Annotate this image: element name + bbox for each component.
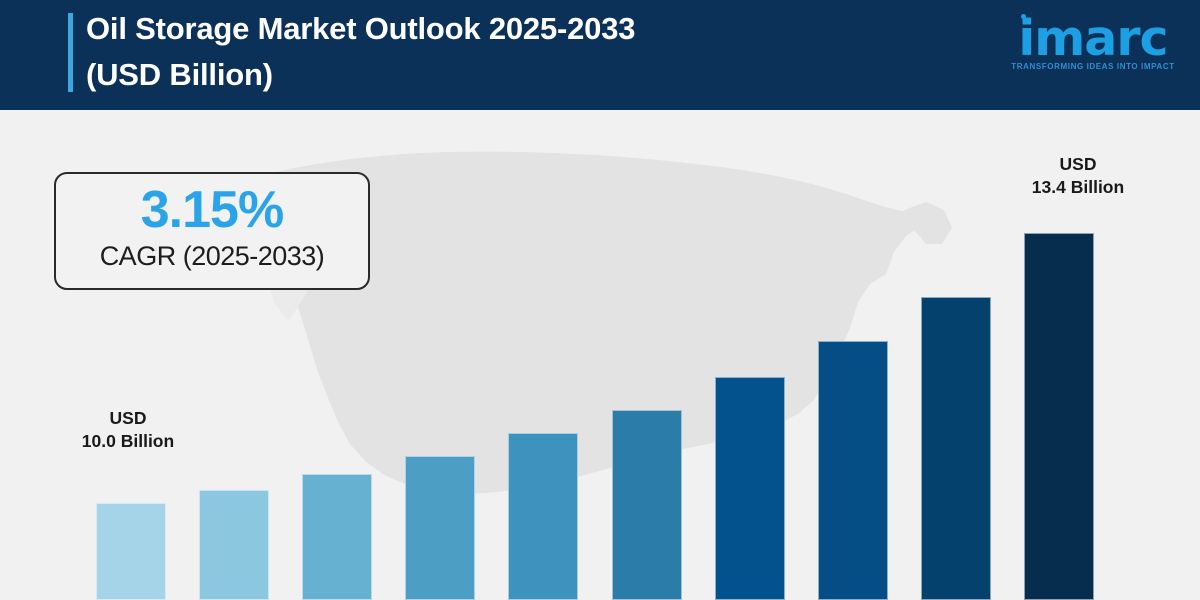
chart-area: 3.15% CAGR (2025-2033) USD 10.0 Billion … [0, 110, 1200, 600]
start-value-callout: USD 10.0 Billion [81, 408, 175, 451]
bar-2030 [611, 410, 682, 600]
bar-2027 [302, 474, 373, 600]
cagr-label: CAGR (2025-2033) [99, 241, 325, 271]
header-accent-line [68, 13, 73, 92]
header-bar: Oil Storage Market Outlook 2025-2033 (US… [0, 0, 1200, 110]
bar-2033+ [1023, 233, 1094, 600]
imarc-logo: imarc TRANSFORMING IDEAS INTO IMPACT [1004, 12, 1182, 86]
cagr-badge: 3.15% CAGR (2025-2033) [54, 172, 370, 290]
bar-2029 [508, 433, 579, 600]
bar-2031 [714, 377, 785, 600]
bar-series [0, 110, 1200, 600]
cagr-value: 3.15% [140, 181, 284, 239]
logo-tagline: TRANSFORMING IDEAS INTO IMPACT [1011, 62, 1175, 71]
logo-wordmark: imarc [1004, 12, 1182, 66]
logo-wordmark-text: imarc [1018, 10, 1168, 67]
logo-dot-icon [1021, 14, 1026, 19]
bar-2033 [920, 297, 991, 600]
bar-2028 [405, 456, 476, 600]
end-value-callout: USD 13.4 Billion [1031, 154, 1125, 197]
bar-2025 [96, 503, 166, 600]
bar-2026 [199, 490, 270, 600]
bar-2032 [817, 341, 888, 600]
page-title: Oil Storage Market Outlook 2025-2033 (US… [86, 11, 636, 92]
